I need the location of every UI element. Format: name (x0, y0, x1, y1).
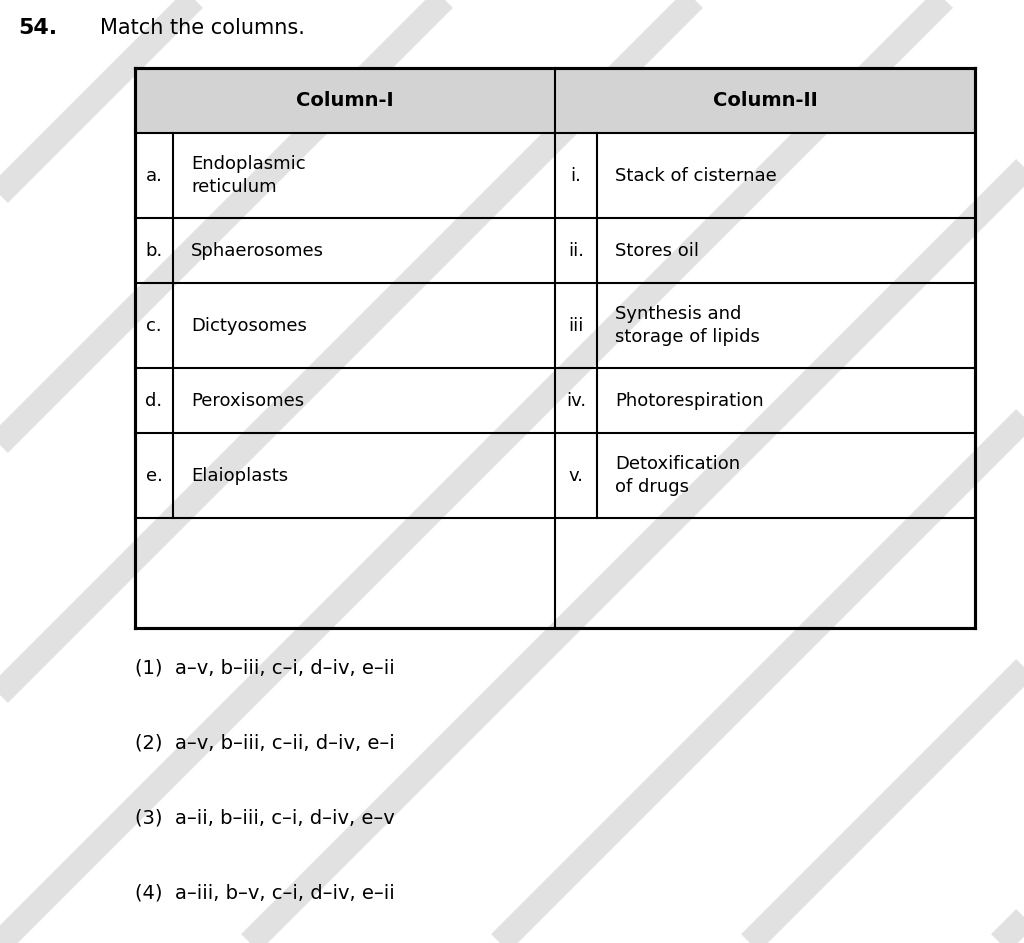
Text: Stack of cisternae: Stack of cisternae (615, 167, 777, 185)
Text: iii: iii (568, 317, 584, 335)
Text: e.: e. (145, 467, 163, 485)
Text: c.: c. (146, 317, 162, 335)
Text: Sphaerosomes: Sphaerosomes (191, 241, 324, 259)
Text: ii.: ii. (568, 241, 584, 259)
Text: Endoplasmic
reticulum: Endoplasmic reticulum (191, 155, 305, 196)
Text: b.: b. (145, 241, 163, 259)
Text: Match the columns.: Match the columns. (100, 18, 305, 38)
Text: Photorespiration: Photorespiration (615, 391, 764, 409)
Text: Column-I: Column-I (296, 91, 394, 110)
Text: (2)  a–v, b–iii, c–ii, d–iv, e–i: (2) a–v, b–iii, c–ii, d–iv, e–i (135, 734, 394, 753)
Text: Column-II: Column-II (713, 91, 817, 110)
Text: Dictyosomes: Dictyosomes (191, 317, 307, 335)
Text: (1)  a–v, b–iii, c–i, d–iv, e–ii: (1) a–v, b–iii, c–i, d–iv, e–ii (135, 658, 394, 677)
Text: v.: v. (568, 467, 584, 485)
Text: 54.: 54. (18, 18, 57, 38)
Text: d.: d. (145, 391, 163, 409)
Text: Detoxification
of drugs: Detoxification of drugs (615, 455, 740, 496)
Text: (3)  a–ii, b–iii, c–i, d–iv, e–v: (3) a–ii, b–iii, c–i, d–iv, e–v (135, 808, 394, 828)
Text: Peroxisomes: Peroxisomes (191, 391, 304, 409)
Text: Elaioplasts: Elaioplasts (191, 467, 288, 485)
Text: a.: a. (145, 167, 163, 185)
Text: i.: i. (570, 167, 582, 185)
Text: Stores oil: Stores oil (615, 241, 699, 259)
Text: iv.: iv. (566, 391, 586, 409)
Bar (135, 68, 555, 133)
Text: Synthesis and
storage of lipids: Synthesis and storage of lipids (615, 305, 760, 346)
Text: (4)  a–iii, b–v, c–i, d–iv, e–ii: (4) a–iii, b–v, c–i, d–iv, e–ii (135, 884, 394, 902)
Bar (555, 68, 975, 133)
